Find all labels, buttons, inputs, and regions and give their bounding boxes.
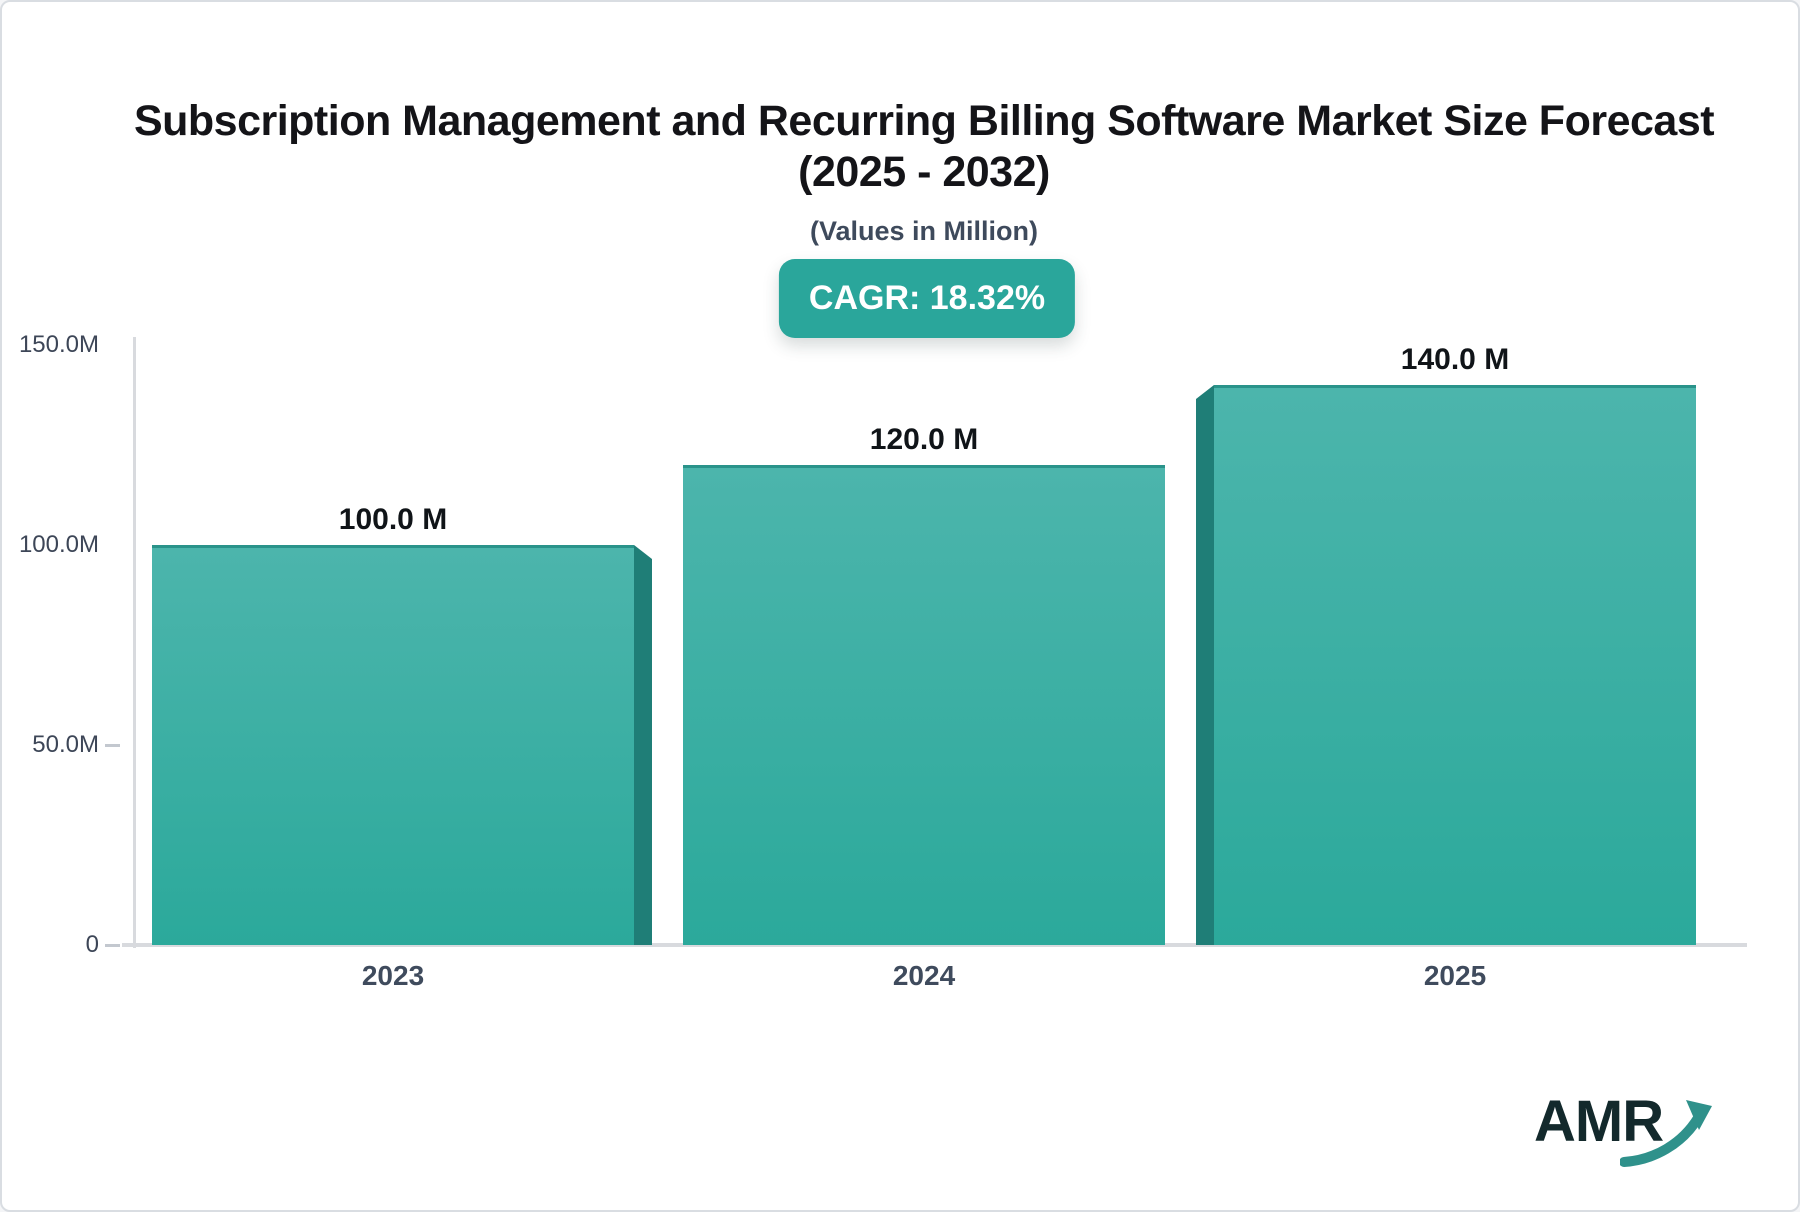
growth-arrow-icon (1620, 1100, 1712, 1167)
y-axis-tick-label: 150.0M (18, 331, 99, 358)
cagr-badge: CAGR: 18.32% (778, 259, 1076, 338)
amr-logo: AMR (1534, 1088, 1734, 1178)
y-axis-tick-label: 100.0M (18, 531, 99, 558)
y-axis-tick-mark (105, 744, 120, 747)
y-axis-tick-label: 50.0M (32, 731, 99, 758)
bar-3d-side-face (1196, 385, 1214, 945)
bar-2024 (683, 465, 1165, 945)
amr-logo-text: AMR (1534, 1089, 1664, 1154)
bar-2025 (1214, 385, 1696, 945)
bar-value-label: 140.0 M (1400, 343, 1510, 376)
bar-value-label: 100.0 M (338, 503, 448, 536)
y-axis-line (133, 337, 136, 948)
y-axis-tick-mark (105, 944, 120, 947)
bar-2023 (152, 545, 634, 945)
x-axis-label-2024: 2024 (892, 960, 956, 991)
chart-subtitle: (Values in Million) (809, 216, 1039, 246)
chart-title-line2: (2025 - 2032) (798, 148, 1050, 196)
y-axis-tick-label: 0 (85, 931, 99, 958)
x-axis-label-2025: 2025 (1423, 960, 1487, 991)
x-axis-label-2023: 2023 (361, 960, 425, 991)
bar-3d-side-face (634, 545, 652, 945)
chart-title-line1: Subscription Management and Recurring Bi… (133, 97, 1715, 145)
bar-value-label: 120.0 M (869, 423, 979, 456)
x-axis-line (122, 943, 1747, 947)
